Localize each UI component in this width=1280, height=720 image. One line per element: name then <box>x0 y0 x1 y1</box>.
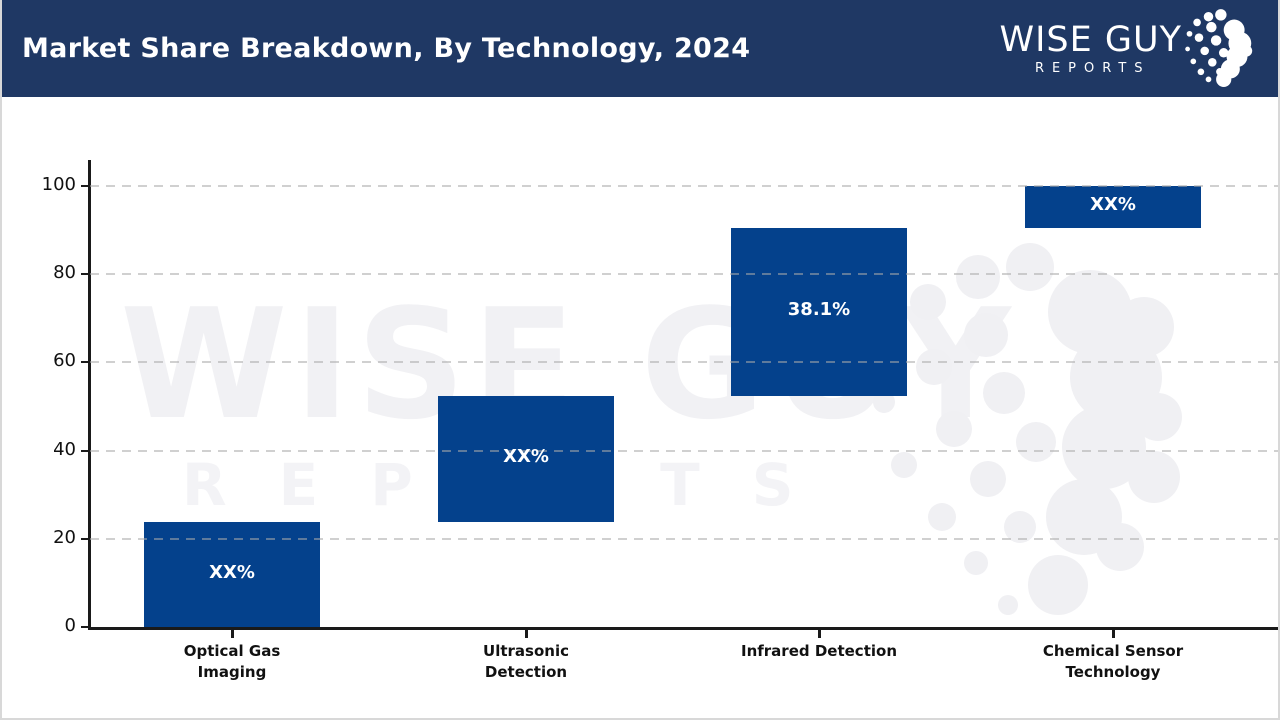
logo-wordmark: WISE GUY <box>999 19 1182 60</box>
x-tick-mark-1 <box>231 630 234 638</box>
y-tick-mark-100 <box>81 185 90 187</box>
wiseguy-logo: WISE GUY REPORTS <box>999 8 1256 90</box>
y-axis <box>88 160 91 630</box>
bar-2 <box>438 395 614 523</box>
bar-value-label: XX% <box>1090 193 1136 215</box>
x-tick-mark-3 <box>818 630 821 638</box>
y-tick-mark-80 <box>81 273 90 276</box>
y-tick-label-80: 80 <box>53 262 76 284</box>
y-tick-mark-20 <box>81 537 90 540</box>
logo-subtitle: REPORTS <box>1034 60 1151 76</box>
logo-text: WISE GUY REPORTS <box>999 19 1182 76</box>
grid-line-80 <box>90 273 1278 276</box>
y-tick-mark-0 <box>81 626 90 628</box>
grid-line-20 <box>90 537 1278 540</box>
watermark-dotted-head-icon <box>873 243 1182 615</box>
bar-value-label: 38.1% <box>787 298 851 320</box>
y-tick-label-0: 0 <box>64 615 76 636</box>
page-title: Market Share Breakdown, By Technology, 2… <box>22 33 751 64</box>
x-tick-mark-2 <box>525 630 528 638</box>
header-banner: Market Share Breakdown, By Technology, 2… <box>2 0 1278 97</box>
logo-dotted-head-icon <box>1185 8 1253 87</box>
y-tick-label-60: 60 <box>53 350 76 372</box>
y-tick-label-40: 40 <box>53 438 76 460</box>
y-tick-label-100: 100 <box>41 174 76 195</box>
y-tick-mark-60 <box>81 361 90 364</box>
x-category-label-4: Chemical Sensor Technology <box>1042 642 1184 681</box>
x-category-label-1: Optical Gas Imaging <box>183 642 281 681</box>
chart-area: WISE GUY REPORTS XX%XX%38.1%XX%020406080… <box>2 97 1278 718</box>
y-tick-label-20: 20 <box>53 526 76 548</box>
x-tick-mark-4 <box>1112 630 1115 638</box>
grid-line-60 <box>90 361 1278 364</box>
bar-3 <box>731 227 907 396</box>
bar-value-label: XX% <box>503 445 549 467</box>
bar-4 <box>1025 186 1201 228</box>
x-category-label-2: Ultrasonic Detection <box>483 642 569 681</box>
y-tick-mark-40 <box>81 449 90 452</box>
x-category-label-3: Infrared Detection <box>741 642 897 660</box>
bar-value-label: XX% <box>209 561 255 583</box>
grid-line-100 <box>90 185 1278 187</box>
x-axis <box>88 627 1278 630</box>
grid-line-40 <box>90 449 1278 452</box>
